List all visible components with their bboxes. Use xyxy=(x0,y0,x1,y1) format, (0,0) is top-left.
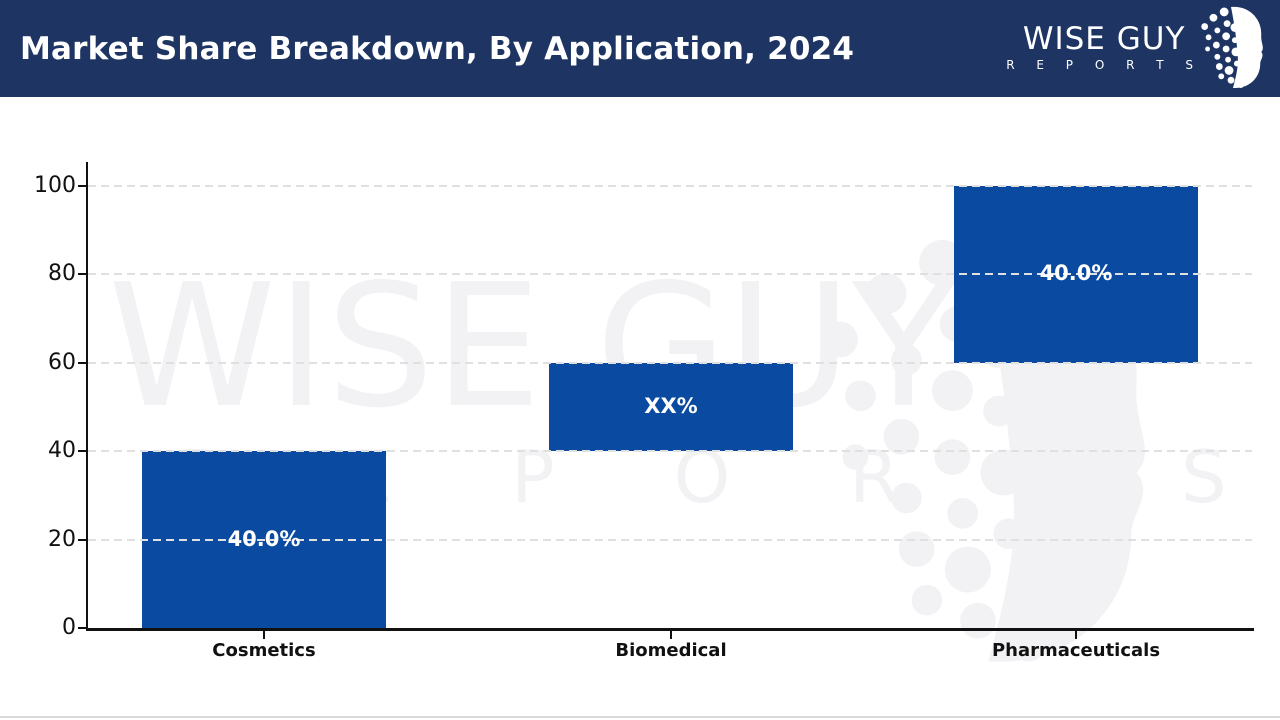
x-axis-spine xyxy=(86,628,1254,631)
bar-value-label: 40.0% xyxy=(1039,261,1113,286)
gridline-40 xyxy=(88,450,1252,453)
y-tick-label: 0 xyxy=(62,615,76,640)
bar-biomedical xyxy=(549,362,793,452)
x-tick-mark xyxy=(1075,631,1077,639)
y-tick-mark xyxy=(78,538,86,541)
bottom-divider xyxy=(0,716,1280,718)
x-tick-mark xyxy=(263,631,265,639)
x-tick-label-cosmetics: Cosmetics xyxy=(212,640,316,661)
y-tick-label: 80 xyxy=(48,261,76,287)
gridline-20 xyxy=(88,538,1252,541)
brand-face-icon xyxy=(1192,4,1270,92)
brand-subname: R E P O R T S xyxy=(1006,58,1202,72)
page-title: Market Share Breakdown, By Application, … xyxy=(20,30,855,67)
watermark-primary: WISE GUY xyxy=(108,248,956,446)
y-tick-label: 60 xyxy=(48,349,76,375)
brand-name: WISE GUY xyxy=(1022,21,1186,57)
brand-logo: WISE GUY R E P O R T S xyxy=(1006,0,1272,97)
y-tick-mark xyxy=(78,273,86,276)
bar-value-label: 40.0% xyxy=(227,526,301,551)
brand-logo-text: WISE GUY R E P O R T S xyxy=(1006,22,1202,72)
gridline-100 xyxy=(88,185,1252,187)
x-tick-mark xyxy=(670,631,672,639)
y-tick-mark xyxy=(78,627,86,629)
y-tick-label: 20 xyxy=(48,526,76,552)
y-tick-label: 40 xyxy=(48,438,76,464)
y-axis-spine xyxy=(86,162,88,630)
x-tick-label-biomedical: Biomedical xyxy=(615,640,727,661)
y-tick-mark xyxy=(78,450,86,453)
gridline-80 xyxy=(88,273,1252,276)
y-tick-mark xyxy=(78,185,86,187)
x-tick-label-pharmaceuticals: Pharmaceuticals xyxy=(991,640,1161,661)
y-tick-label: 100 xyxy=(34,173,76,198)
y-tick-mark xyxy=(78,361,86,364)
gridline-60 xyxy=(88,361,1252,364)
header-bar: Market Share Breakdown, By Application, … xyxy=(0,0,1280,97)
bar-value-label: XX% xyxy=(644,394,698,418)
